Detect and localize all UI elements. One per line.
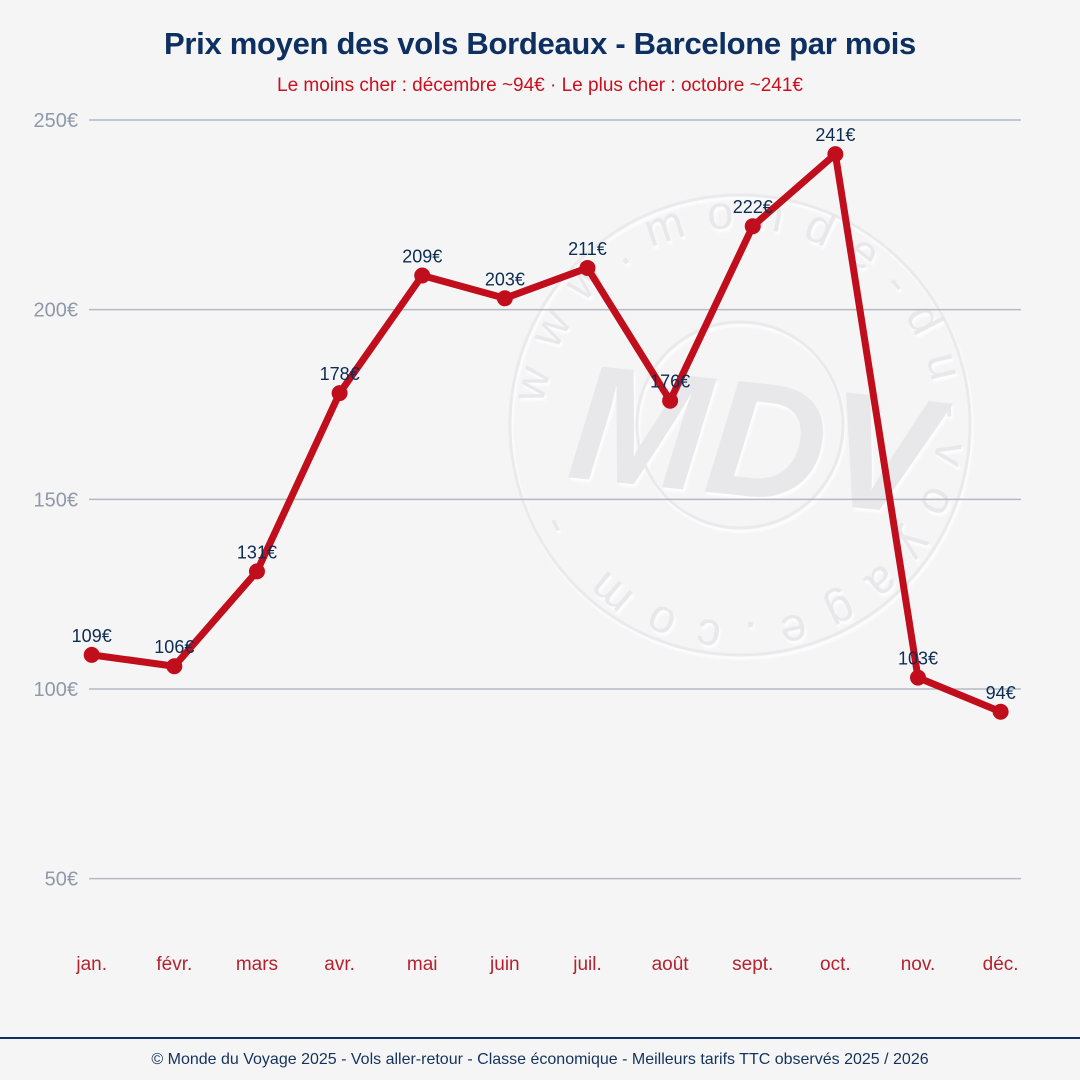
data-point [331, 385, 348, 402]
chart-subtitle: Le moins cher : décembre ~94€ · Le plus … [277, 75, 803, 96]
data-point [166, 658, 183, 675]
y-tick-label: 200€ [34, 300, 79, 322]
data-point [414, 267, 431, 284]
data-point-label: 103€ [898, 649, 938, 669]
month-label: mai [407, 954, 438, 975]
y-tick-label: 250€ [34, 110, 79, 132]
plot-layer: 250€ 200€ 150€ 100€ 50€ jan. févr. mars avr. mai j… [34, 110, 1021, 975]
y-tick-label: 150€ [34, 489, 79, 511]
data-point-label: 94€ [986, 683, 1016, 703]
data-point [827, 146, 844, 163]
data-point-label: 241€ [815, 125, 855, 145]
month-label: juil. [572, 954, 602, 975]
month-label: avr. [324, 954, 355, 975]
month-label: juin [489, 954, 520, 975]
watermark: www.monde-du-voyage.com - MDV [474, 160, 1004, 690]
y-tick-label: 100€ [34, 679, 79, 701]
footer-copyright: © Monde du Voyage 2025 - Vols aller-reto… [151, 1051, 929, 1068]
data-point-label: 106€ [154, 637, 194, 657]
data-point [910, 669, 926, 686]
data-point [83, 646, 100, 663]
data-point-label: 222€ [733, 197, 773, 217]
month-label: mars [236, 954, 278, 975]
month-label: sept. [732, 954, 773, 975]
data-point [579, 259, 596, 276]
chart-title: Prix moyen des vols Bordeaux - Barcelone… [164, 26, 916, 61]
y-tick-label: 50€ [45, 869, 78, 891]
month-label: jan. [75, 954, 107, 975]
data-point [248, 563, 265, 580]
month-label: oct. [820, 954, 851, 975]
month-label: déc. [983, 954, 1019, 975]
data-point-label: 176€ [650, 372, 690, 392]
watermark-inner-circle [635, 320, 845, 530]
watermark-center-text: MDV [562, 329, 958, 552]
data-point [496, 290, 513, 307]
data-point [662, 392, 679, 409]
price-line-chart: www.monde-du-voyage.com - MDV 250€ 200€ 15… [34, 110, 1021, 975]
data-point-label: 131€ [237, 542, 277, 562]
data-point-label: 209€ [402, 247, 442, 267]
month-label: août [652, 954, 690, 975]
data-point-label: 109€ [72, 626, 112, 646]
data-point [744, 218, 761, 235]
price-line [88, 150, 1005, 716]
data-point-label: 203€ [485, 269, 525, 289]
watermark-outer-circle [508, 193, 972, 657]
month-label: nov. [901, 954, 936, 975]
data-point-label: 178€ [320, 364, 360, 384]
data-point [992, 703, 1009, 720]
month-label: févr. [156, 954, 192, 975]
footer-divider [0, 1037, 1080, 1039]
data-point-label: 211€ [568, 239, 607, 259]
